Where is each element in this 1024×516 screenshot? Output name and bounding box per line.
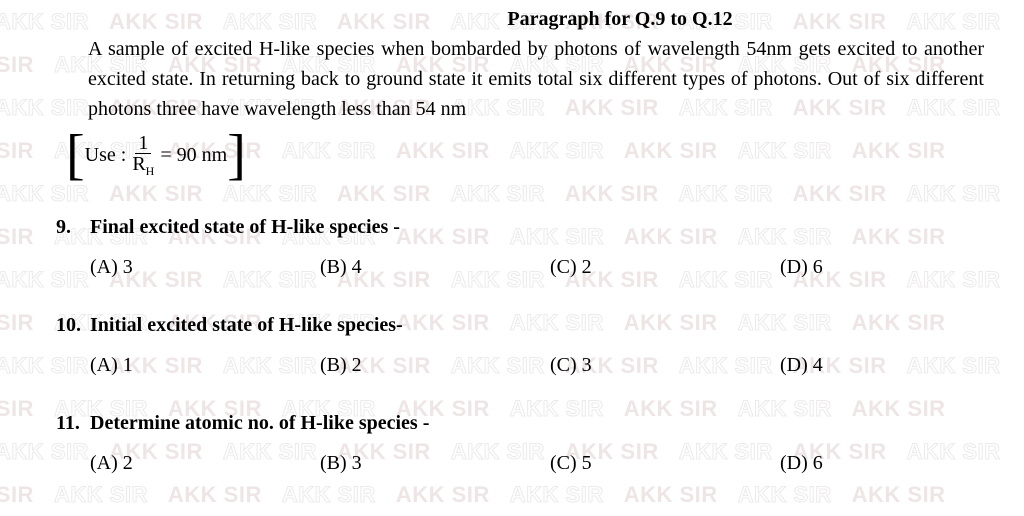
question-number: 10. [56, 310, 90, 340]
question-11: 11. Determine atomic no. of H-like speci… [56, 408, 984, 438]
option-b: (B) 2 [320, 350, 550, 380]
question-number: 11. [56, 408, 90, 438]
option-c: (C) 3 [550, 350, 780, 380]
question-text: Final excited state of H-like species - [90, 212, 400, 242]
use-fraction-num: 1 [135, 133, 151, 154]
use-fraction-den: RH [129, 154, 157, 177]
question-11-options: (A) 2 (B) 3 (C) 5 (D) 6 [90, 448, 984, 478]
paragraph-heading: Paragraph for Q.9 to Q.12 [256, 4, 984, 34]
option-d: (D) 4 [780, 350, 930, 380]
right-bracket: ] [227, 127, 246, 183]
question-text: Initial excited state of H-like species- [90, 310, 403, 340]
use-equals: = 90 nm [160, 140, 227, 170]
option-c: (C) 2 [550, 252, 780, 282]
use-label: Use : [85, 140, 127, 170]
question-text: Determine atomic no. of H-like species - [90, 408, 429, 438]
paragraph-text: A sample of excited H-like species when … [88, 34, 984, 124]
question-10-options: (A) 1 (B) 2 (C) 3 (D) 4 [90, 350, 984, 380]
option-d: (D) 6 [780, 252, 930, 282]
option-b: (B) 4 [320, 252, 550, 282]
option-d: (D) 6 [780, 448, 930, 478]
content-area: Paragraph for Q.9 to Q.12 A sample of ex… [0, 0, 1024, 478]
option-a: (A) 3 [90, 252, 320, 282]
use-hint: [ Use : 1 RH = 90 nm ] [66, 126, 246, 184]
option-b: (B) 3 [320, 448, 550, 478]
question-number: 9. [56, 212, 90, 242]
question-9: 9. Final excited state of H-like species… [56, 212, 984, 242]
option-a: (A) 2 [90, 448, 320, 478]
question-9-options: (A) 3 (B) 4 (C) 2 (D) 6 [90, 252, 984, 282]
option-c: (C) 5 [550, 448, 780, 478]
option-a: (A) 1 [90, 350, 320, 380]
use-fraction: 1 RH [129, 133, 157, 177]
question-10: 10. Initial excited state of H-like spec… [56, 310, 984, 340]
left-bracket: [ [66, 127, 85, 183]
